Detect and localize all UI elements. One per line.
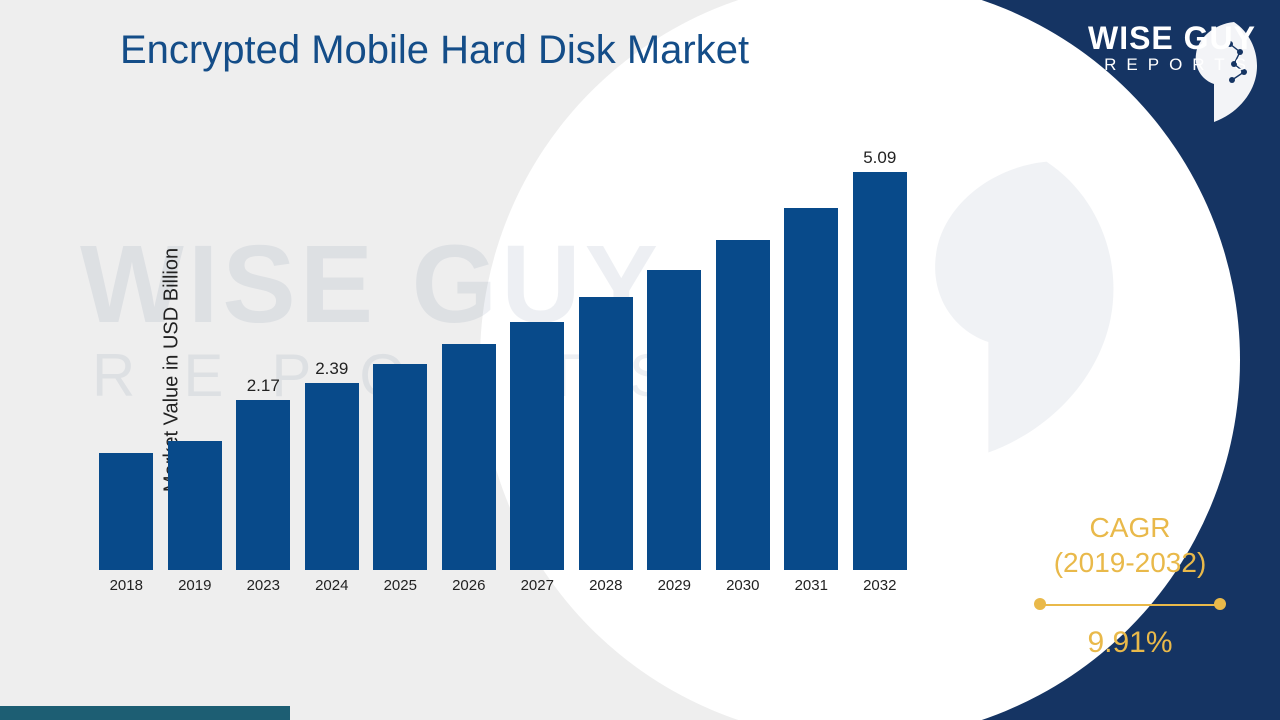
bar-value-label: 2.39 (315, 359, 348, 379)
bar (784, 208, 838, 570)
bar-slot (572, 140, 641, 570)
bar-slot (366, 140, 435, 570)
bar-slot: 2.17 (229, 140, 298, 570)
x-tick-label: 2031 (777, 577, 846, 594)
bar (442, 344, 496, 570)
bar-slot: 2.39 (298, 140, 367, 570)
x-tick-label: 2028 (572, 577, 641, 594)
cagr-period: (2019-2032) (1054, 547, 1207, 578)
bar (168, 441, 222, 570)
infographic-canvas: WISE GUY REPORTS Encrypted Mobile Hard D… (0, 0, 1280, 720)
bar-value-label: 5.09 (863, 148, 896, 168)
bar (305, 383, 359, 570)
cagr-box: CAGR (2019-2032) 9.91% (1010, 510, 1250, 660)
bar-slot (640, 140, 709, 570)
x-tick-label: 2025 (366, 577, 435, 594)
bar-chart: Market Value in USD Billion 2.172.395.09… (78, 140, 918, 600)
x-tick-label: 2027 (503, 577, 572, 594)
chart-title: Encrypted Mobile Hard Disk Market (120, 28, 749, 73)
bar (579, 297, 633, 570)
bottom-accent-bar (0, 706, 290, 720)
cagr-label: CAGR (1090, 512, 1171, 543)
bar (647, 270, 701, 570)
plot-area: 2.172.395.09 201820192023202420252026202… (92, 140, 914, 570)
cagr-title: CAGR (2019-2032) (1010, 510, 1250, 580)
cagr-value: 9.91% (1010, 626, 1250, 660)
x-tick-label: 2032 (846, 577, 915, 594)
bar (716, 240, 770, 570)
bar-slot (503, 140, 572, 570)
x-tick-label: 2026 (435, 577, 504, 594)
bar (853, 172, 907, 570)
brand-line2: REPORTS (1088, 56, 1256, 73)
bar-slot: 5.09 (846, 140, 915, 570)
cagr-dot-left (1034, 598, 1046, 610)
bars-container: 2.17 2.39 5.09 (92, 140, 914, 570)
brand-line1: WISE GUY (1088, 22, 1256, 54)
bar-slot (777, 140, 846, 570)
bar (99, 453, 153, 570)
x-tick-label: 2018 (92, 577, 161, 594)
bar-slot (709, 140, 778, 570)
bar (373, 364, 427, 570)
x-tick-label: 2030 (709, 577, 778, 594)
x-tick-label: 2024 (298, 577, 367, 594)
x-tick-label: 2019 (161, 577, 230, 594)
x-axis-labels: 2018201920232024202520262027202820292030… (92, 577, 914, 594)
bar-slot (435, 140, 504, 570)
cagr-dot-right (1214, 598, 1226, 610)
bar-slot (161, 140, 230, 570)
x-tick-label: 2029 (640, 577, 709, 594)
brand-logo: WISE GUY REPORTS (1088, 22, 1256, 73)
x-tick-label: 2023 (229, 577, 298, 594)
bar (510, 322, 564, 570)
bar-slot (92, 140, 161, 570)
cagr-divider (1034, 598, 1226, 610)
bar (236, 400, 290, 570)
bar-value-label: 2.17 (247, 376, 280, 396)
